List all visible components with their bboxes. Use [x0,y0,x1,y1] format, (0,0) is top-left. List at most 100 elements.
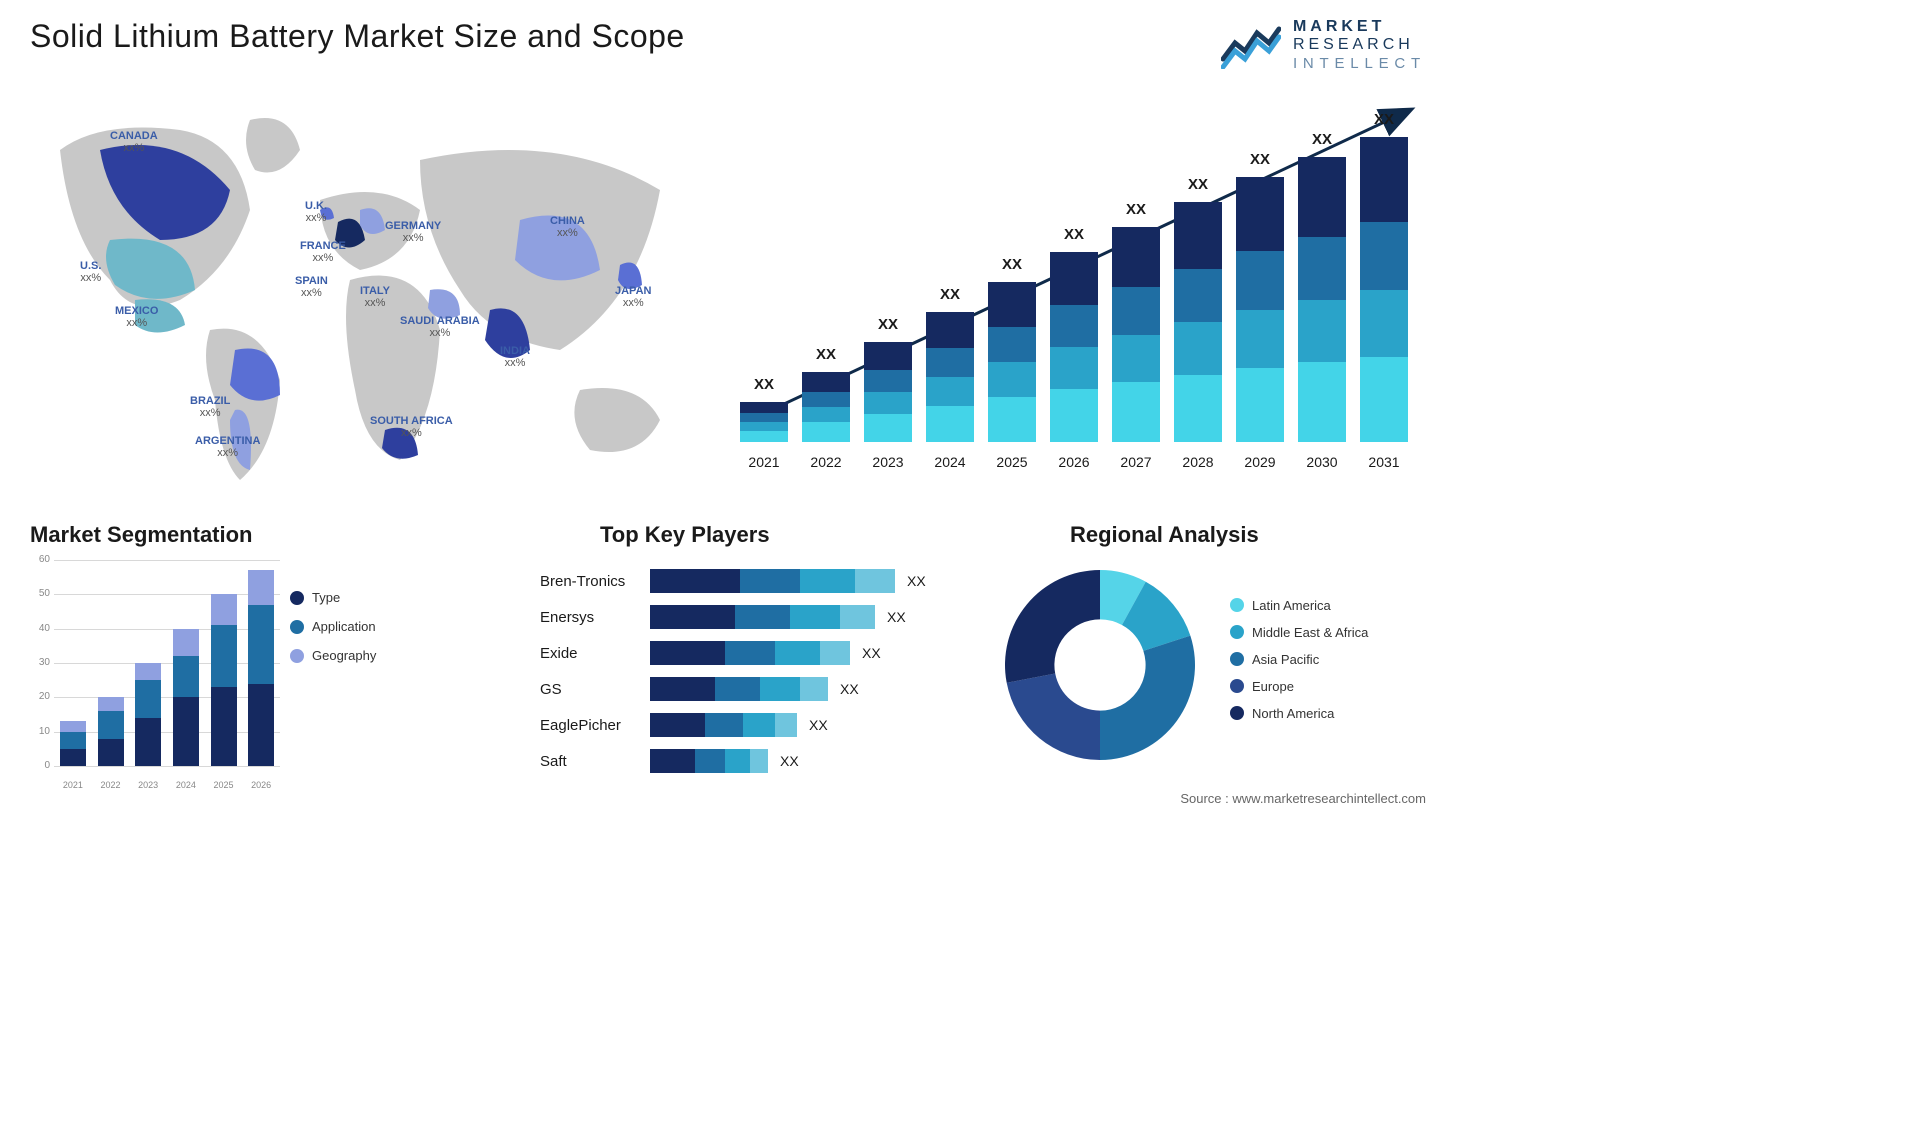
donut-slice [1100,636,1195,760]
seg-ytick: 0 [28,760,50,771]
seg-year-label: 2023 [135,780,161,790]
seg-ytick: 10 [28,726,50,737]
main-chart-year-label: 2023 [864,454,912,470]
legend-item: North America [1230,706,1368,721]
regional-title: Regional Analysis [1070,522,1259,548]
main-chart-bar: XX [1174,202,1222,442]
main-chart-bar: XX [864,342,912,442]
player-value-label: XX [887,609,906,625]
main-chart-year-label: 2021 [740,454,788,470]
player-name: Enersys [540,609,650,626]
player-name: Saft [540,753,650,770]
player-name: GS [540,681,650,698]
main-chart-bar: XX [1360,137,1408,442]
donut-chart-icon [1000,565,1200,765]
logo-line3: INTELLECT [1293,55,1426,72]
main-chart-bar: XX [926,312,974,442]
legend-item: Middle East & Africa [1230,625,1368,640]
country-label: SOUTH AFRICAxx% [370,415,453,439]
main-chart-bar: XX [1050,252,1098,442]
segmentation-legend: TypeApplicationGeography [290,590,400,677]
players-title: Top Key Players [600,522,770,548]
country-label: CANADAxx% [110,130,158,154]
country-label: CHINAxx% [550,215,585,239]
brand-logo: MARKET RESEARCH INTELLECT [1221,18,1426,72]
seg-ytick: 50 [28,588,50,599]
player-row: GS XX [540,673,970,705]
donut-slice [1007,674,1100,760]
country-label: ARGENTINAxx% [195,435,260,459]
seg-ytick: 20 [28,691,50,702]
player-name: Bren-Tronics [540,573,650,590]
main-growth-chart: XXXXXXXXXXXXXXXXXXXXXX 20212022202320242… [740,100,1420,470]
bar-value-label: XX [864,316,912,333]
bar-value-label: XX [1298,131,1346,148]
country-label: U.K.xx% [305,200,327,224]
main-chart-bar: XX [1236,177,1284,442]
legend-item: Asia Pacific [1230,652,1368,667]
logo-line1: MARKET [1293,18,1426,36]
page-title: Solid Lithium Battery Market Size and Sc… [30,18,685,55]
main-chart-year-label: 2031 [1360,454,1408,470]
player-value-label: XX [809,717,828,733]
bar-value-label: XX [988,256,1036,273]
segmentation-chart: 0102030405060 202120222023202420252026 T… [30,560,400,790]
player-row: Bren-Tronics XX [540,565,970,597]
bar-value-label: XX [1050,226,1098,243]
main-chart-bar: XX [1112,227,1160,442]
player-value-label: XX [907,573,926,589]
main-chart-bar: XX [740,402,788,442]
bar-value-label: XX [1112,201,1160,218]
country-label: ITALYxx% [360,285,390,309]
country-label: MEXICOxx% [115,305,158,329]
seg-year-label: 2022 [98,780,124,790]
seg-year-label: 2024 [173,780,199,790]
player-row: SaftXX [540,745,970,777]
country-label: SAUDI ARABIAxx% [400,315,480,339]
player-row: Exide XX [540,637,970,669]
logo-icon [1221,21,1281,69]
main-chart-year-label: 2029 [1236,454,1284,470]
country-label: U.S.xx% [80,260,101,284]
bar-value-label: XX [1236,151,1284,168]
donut-slice [1005,570,1100,683]
country-label: BRAZILxx% [190,395,230,419]
player-value-label: XX [840,681,859,697]
seg-bar [98,697,124,766]
bar-value-label: XX [740,376,788,393]
legend-item: Latin America [1230,598,1368,613]
player-name: EaglePicher [540,717,650,734]
seg-bar [60,721,86,766]
main-chart-bar: XX [988,282,1036,442]
main-chart-year-label: 2025 [988,454,1036,470]
regional-donut-panel: Latin America Middle East & Africa Asia Pa… [1000,550,1440,780]
main-chart-year-label: 2026 [1050,454,1098,470]
segmentation-title: Market Segmentation [30,522,253,548]
country-label: INDIAxx% [500,345,530,369]
bar-value-label: XX [1174,176,1222,193]
player-row: Enersys XX [540,601,970,633]
main-chart-year-label: 2030 [1298,454,1346,470]
legend-item: Geography [290,648,400,663]
player-name: Exide [540,645,650,662]
key-players-chart: Bren-TronicsXXEnersysXXExideXXGSXXEagleP… [540,565,970,785]
player-row: EaglePicher XX [540,709,970,741]
country-label: FRANCExx% [300,240,346,264]
bar-value-label: XX [1360,111,1408,128]
main-chart-year-label: 2028 [1174,454,1222,470]
main-chart-year-label: 2024 [926,454,974,470]
seg-year-label: 2025 [211,780,237,790]
country-label: SPAINxx% [295,275,328,299]
legend-item: Europe [1230,679,1368,694]
main-chart-bar: XX [802,372,850,442]
seg-year-label: 2026 [248,780,274,790]
seg-year-label: 2021 [60,780,86,790]
seg-bar [173,629,199,766]
seg-ytick: 60 [28,554,50,565]
bar-value-label: XX [802,346,850,363]
world-map-panel: CANADAxx% U.S.xx% MEXICOxx% BRAZILxx% ARGENT… [20,90,700,490]
legend-item: Application [290,619,400,634]
country-label: JAPANxx% [615,285,651,309]
player-value-label: XX [862,645,881,661]
source-footer: Source : www.marketresearchintellect.com [1180,791,1426,806]
